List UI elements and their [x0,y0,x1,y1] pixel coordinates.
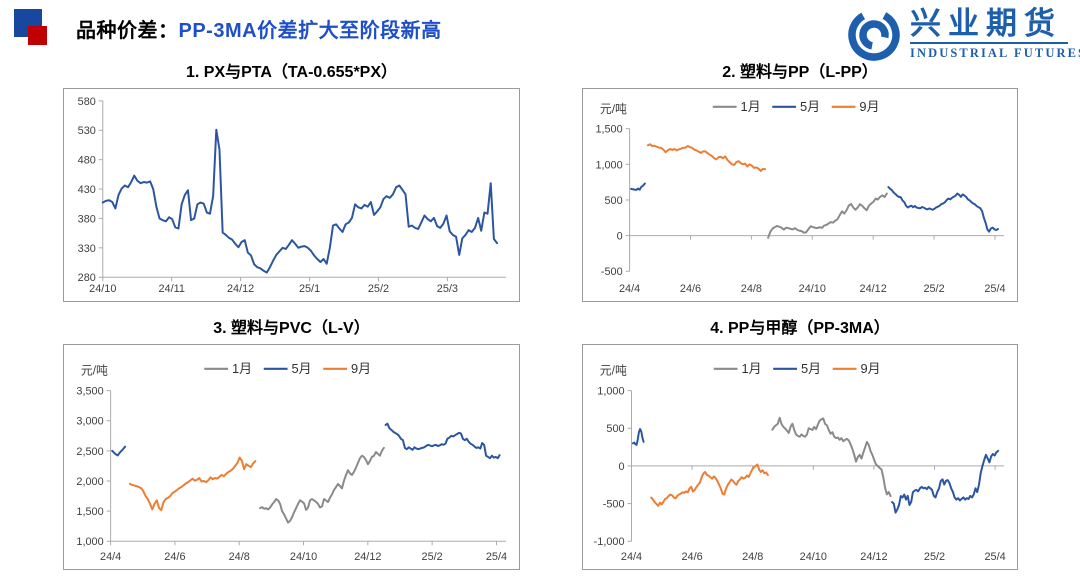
red-square-icon [28,26,47,45]
x-tick-label: 24/8 [742,551,763,563]
x-tick-label: 24/11 [158,283,184,295]
x-tick-label: 25/4 [486,551,507,563]
y-tick-label: 480 [78,155,96,167]
series-line-9月 [646,143,767,173]
x-tick-label: 24/10 [799,283,826,295]
x-tick-label: 24/10 [290,551,317,563]
chart-2-title: 2. 塑料与PP（L-PP） [722,64,878,81]
logo-divider [910,42,1068,44]
x-tick-label: 24/6 [164,551,185,563]
series-line-5月 [384,422,501,460]
legend-label-9月: 9月 [860,361,880,376]
y-tick-label: 1,000 [76,536,103,548]
page-title-highlight: PP-3MA价差扩大至阶段新高 [178,20,442,42]
chart-4-title: 4. PP与甲醇（PP-3MA） [710,320,890,337]
x-tick-label: 25/3 [437,283,458,295]
series-line-价差 [101,128,499,274]
x-tick-label: 24/10 [89,283,116,295]
x-tick-label: 24/12 [227,283,254,295]
series-line-1月 [259,446,385,524]
legend-label-5月: 5月 [801,361,821,376]
x-tick-label: 25/2 [924,551,945,563]
logo-swirl-icon [848,9,900,61]
x-tick-label: 24/10 [800,551,827,563]
series-line-5月 [630,182,646,191]
y-tick-label: 500 [605,195,623,207]
y-tick-label: 280 [78,272,96,284]
y-tick-label: 330 [78,243,96,255]
chart-2-canvas: -500 0 500 1,000 1,500 24/4 24/6 24/8 24/10 24/12… [595,99,1005,295]
unit-label: 元/吨 [81,364,108,378]
series-line-5月 [632,428,645,446]
page-title-prefix: 品种价差： [76,20,179,42]
unit-label: 元/吨 [600,102,627,116]
legend-label-1月: 1月 [232,361,252,376]
x-tick-label: 24/4 [619,283,640,295]
logo-en-name: INDUSTRIAL FUTURES [910,46,1080,60]
y-tick-label: -500 [601,266,623,278]
legend-label-5月: 5月 [800,99,820,114]
y-tick-label: 0 [617,231,623,243]
series-line-5月 [891,449,1000,514]
y-tick-label: 2,500 [76,446,103,458]
x-tick-label: 24/4 [100,551,121,563]
y-tick-label: 380 [78,213,96,225]
x-tick-label: 24/4 [621,551,642,563]
series-line-1月 [767,192,888,239]
x-tick-label: 25/1 [299,283,320,295]
chart-3-title: 3. 塑料与PVC（L-V） [213,320,370,337]
y-tick-label: 530 [78,125,96,137]
unit-label: 元/吨 [600,364,627,378]
chart-4-canvas: -1,000 -500 0 500 1,000 24/4 24/6 24/8 24/10 24/1… [594,361,1006,563]
y-tick-label: 1,500 [76,506,103,518]
logo-text: 兴业期货 INDUSTRIAL FUTURES [910,7,1080,61]
chart-1-panel: 280 330 380 430 480 530 580 24/10 24/11 24/12 25/1… [63,88,520,302]
x-tick-label: 25/2 [368,283,389,295]
y-tick-label: 2,000 [76,476,103,488]
series-line-9月 [650,463,769,507]
logo-cn-name: 兴业期货 [910,6,1062,41]
chart-1-title: 1. PX与PTA（TA-0.655*PX） [185,64,398,81]
y-tick-label: 500 [606,423,624,435]
y-tick-label: -1,000 [594,536,625,548]
chart-3-panel: 1,000 1,500 2,000 2,500 3,000 3,500 24/4 24/6 24… [63,344,520,570]
x-tick-label: 24/6 [682,551,703,563]
chart-1-canvas: 280 330 380 430 480 530 580 24/10 24/11 24/12 25/1… [78,96,506,295]
page-title: 品种价差：PP-3MA价差扩大至阶段新高 [76,14,442,43]
x-tick-label: 25/4 [984,551,1005,563]
x-tick-label: 24/12 [354,551,381,563]
y-tick-label: 1,000 [597,386,624,398]
x-tick-label: 24/8 [741,283,762,295]
x-tick-label: 24/12 [860,283,887,295]
y-tick-label: 0 [619,461,625,473]
series-line-5月 [887,186,1000,233]
legend-label-9月: 9月 [351,361,371,376]
series-line-9月 [128,456,257,512]
x-tick-label: 24/8 [229,551,250,563]
x-tick-label: 24/12 [860,551,887,563]
y-tick-label: 1,000 [595,159,622,171]
y-tick-label: 1,500 [595,124,622,136]
legend-label-5月: 5月 [292,361,312,376]
y-tick-label: 580 [78,96,96,108]
series-line-1月 [771,416,892,498]
y-tick-label: 3,000 [76,416,103,428]
legend-label-1月: 1月 [742,361,762,376]
chart-2-panel: -500 0 500 1,000 1,500 24/4 24/6 24/8 24/10 24/12… [582,88,1018,302]
x-tick-label: 25/2 [422,551,443,563]
y-tick-label: -500 [603,499,625,511]
logo: 兴业期货 INDUSTRIAL FUTURES [846,7,1080,63]
legend-label-9月: 9月 [859,99,879,114]
y-tick-label: 430 [78,184,96,196]
y-tick-label: 3,500 [76,386,103,398]
chart-3-canvas: 1,000 1,500 2,000 2,500 3,000 3,500 24/4 24/6 24… [76,361,507,563]
chart-4-panel: -1,000 -500 0 500 1,000 24/4 24/6 24/8 24/10 24/1… [582,344,1018,570]
legend-label-1月: 1月 [741,99,761,114]
series-line-5月 [111,445,127,457]
x-tick-label: 24/6 [680,283,701,295]
x-tick-label: 25/4 [984,283,1005,295]
x-tick-label: 25/2 [923,283,944,295]
